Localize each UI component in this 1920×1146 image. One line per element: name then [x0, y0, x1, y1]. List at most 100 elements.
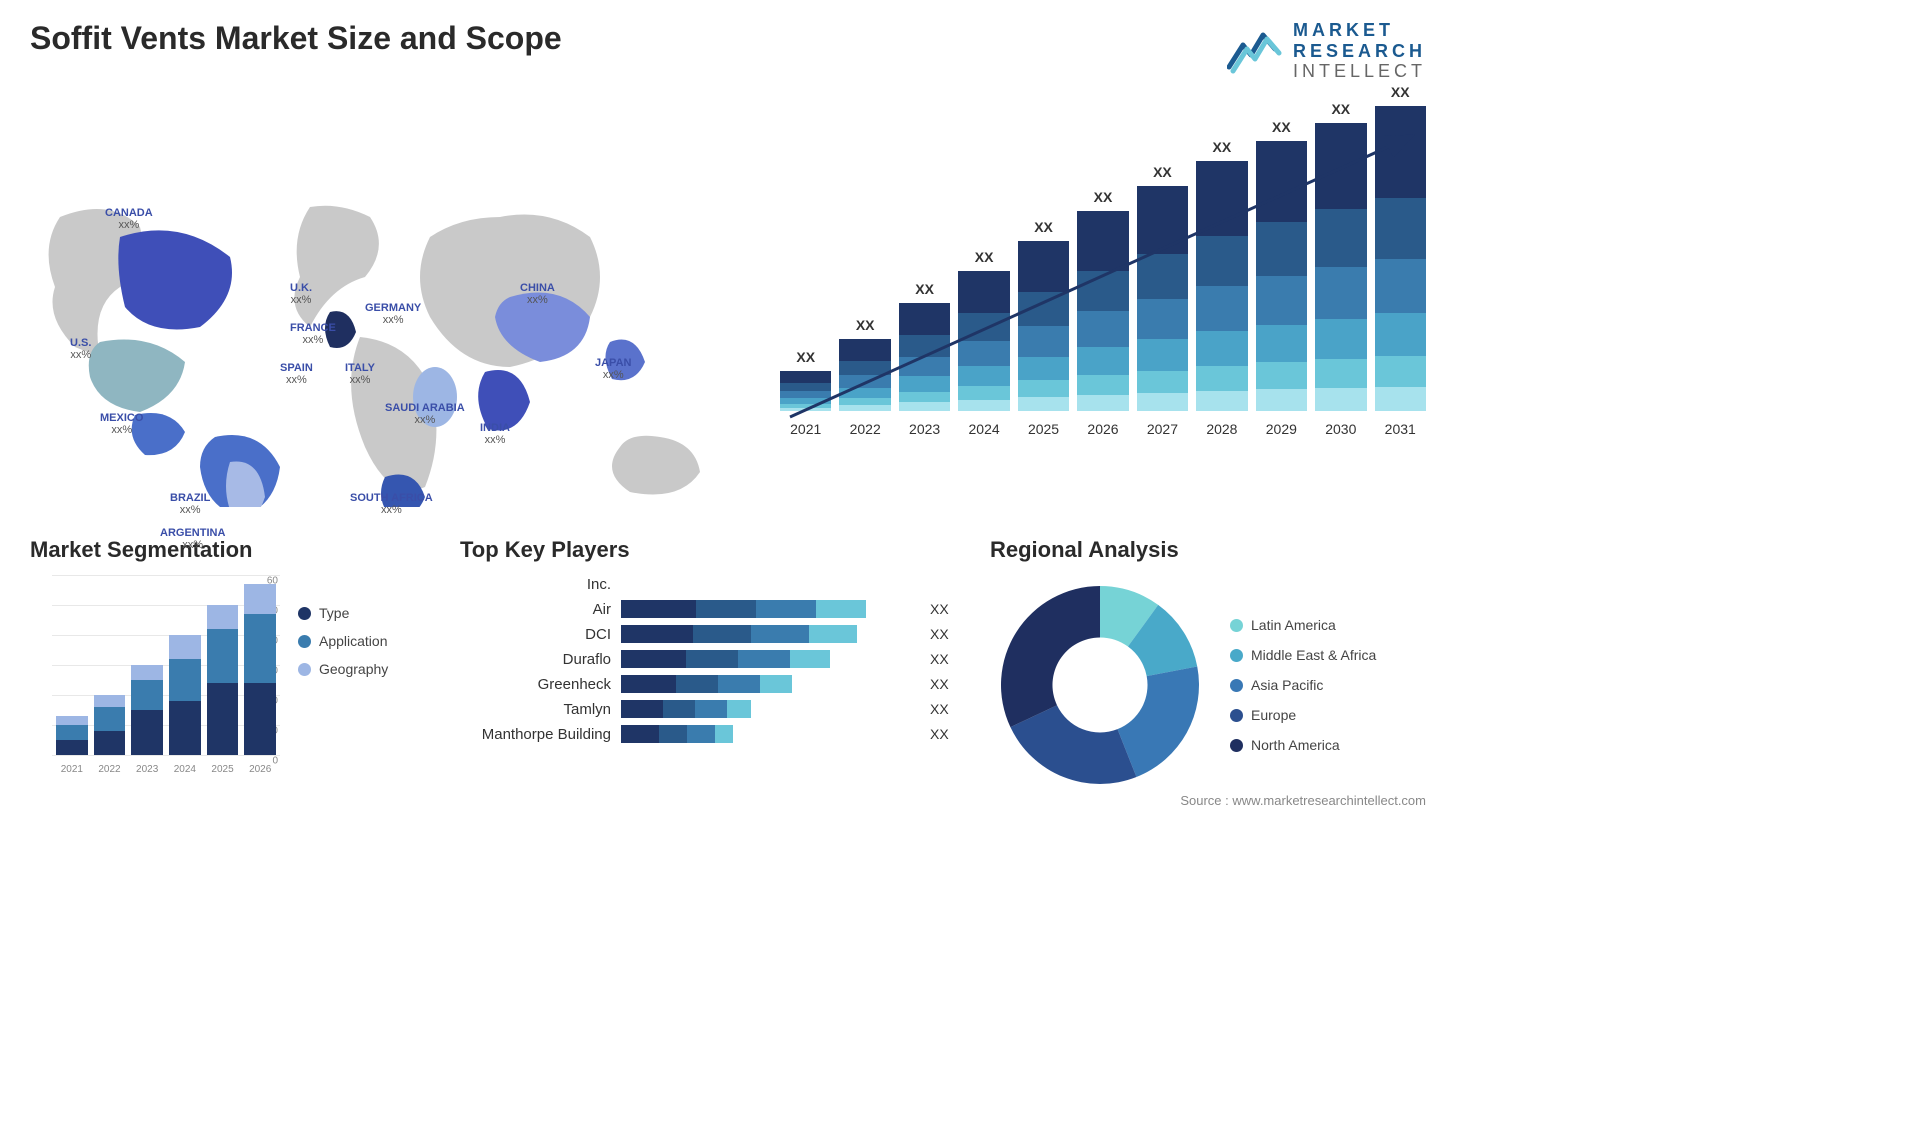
map-label: ARGENTINAxx%: [160, 527, 225, 551]
forecast-bar: XX2030: [1315, 101, 1366, 437]
forecast-bar: XX 2028: [1196, 139, 1247, 437]
players-title: Top Key Players: [460, 537, 960, 563]
legend-item: Middle East & Africa: [1230, 647, 1376, 663]
player-name: DCI: [460, 626, 615, 643]
forecast-value-label: XX: [1213, 139, 1232, 155]
page-title: Soffit Vents Market Size and Scope: [30, 20, 562, 57]
player-value: XX: [930, 701, 960, 717]
x-axis-label: 2022: [94, 764, 126, 775]
forecast-value-label: XX: [1391, 84, 1410, 100]
x-axis-label: 2021: [56, 764, 88, 775]
donut-slice: [1001, 586, 1100, 727]
player-name: Manthorpe Building: [460, 726, 615, 743]
forecast-bar: XX2026: [1077, 189, 1128, 437]
player-name: Air: [460, 601, 615, 618]
player-row: Air XX: [460, 600, 960, 618]
forecast-bar: XX 2025: [1018, 219, 1069, 437]
map-label: SOUTH AFRICAxx%: [350, 492, 433, 516]
player-value: XX: [930, 601, 960, 617]
map-label: BRAZILxx%: [170, 492, 210, 516]
forecast-value-label: XX: [975, 249, 994, 265]
regional-donut-chart: [990, 575, 1210, 795]
forecast-value-label: XX: [1331, 101, 1350, 117]
logo-line1: MARKET: [1293, 20, 1426, 41]
player-value: XX: [930, 651, 960, 667]
map-label: FRANCExx%: [290, 322, 336, 346]
players-panel: Top Key Players Inc. Air XX DCI XX Duraflo XX G…: [460, 537, 960, 795]
player-row: Manthorpe Building XX: [460, 725, 960, 743]
map-label: SPAINxx%: [280, 362, 313, 386]
segmentation-panel: Market Segmentation 01020304050602021202…: [30, 537, 430, 795]
forecast-year-label: 2031: [1385, 421, 1416, 437]
x-axis-label: 2023: [131, 764, 163, 775]
regional-panel: Regional Analysis Latin AmericaMiddle Ea…: [990, 537, 1426, 795]
map-label: CANADAxx%: [105, 207, 153, 231]
forecast-value-label: XX: [796, 349, 815, 365]
map-label: ITALYxx%: [345, 362, 375, 386]
player-name: Inc.: [460, 576, 615, 593]
forecast-year-label: 2027: [1147, 421, 1178, 437]
player-name: Duraflo: [460, 651, 615, 668]
players-chart: Inc.AirXXDCIXXDurafloXXGreenheckXXTamlyn…: [460, 575, 960, 743]
player-row: Tamlyn XX: [460, 700, 960, 718]
regional-legend: Latin AmericaMiddle East & AfricaAsia Pa…: [1230, 617, 1376, 753]
forecast-bar: XX 2024: [958, 249, 1009, 437]
map-label: U.K.xx%: [290, 282, 312, 306]
logo-icon: [1227, 27, 1283, 75]
x-axis-label: 2025: [207, 764, 239, 775]
legend-item: Europe: [1230, 707, 1376, 723]
forecast-value-label: XX: [1153, 164, 1172, 180]
player-value: XX: [930, 626, 960, 642]
forecast-year-label: 2021: [790, 421, 821, 437]
forecast-year-label: 2022: [850, 421, 881, 437]
regional-title: Regional Analysis: [990, 537, 1426, 563]
segmentation-title: Market Segmentation: [30, 537, 430, 563]
forecast-value-label: XX: [915, 281, 934, 297]
segmentation-bar: [244, 584, 276, 755]
player-row: Duraflo XX: [460, 650, 960, 668]
legend-item: Application: [298, 633, 388, 649]
forecast-bar: XX 2031: [1375, 84, 1426, 437]
segmentation-bar: [169, 635, 201, 755]
forecast-year-label: 2025: [1028, 421, 1059, 437]
forecast-value-label: XX: [1034, 219, 1053, 235]
forecast-year-label: 2028: [1206, 421, 1237, 437]
forecast-bar: XX 2022: [839, 317, 890, 437]
legend-item: North America: [1230, 737, 1376, 753]
forecast-bar: XX 2029: [1256, 119, 1307, 437]
legend-item: Geography: [298, 661, 388, 677]
forecast-value-label: XX: [1094, 189, 1113, 205]
segmentation-bar: [56, 716, 88, 755]
x-axis-label: 2026: [244, 764, 276, 775]
player-row: DCI XX: [460, 625, 960, 643]
segmentation-chart: 0102030405060202120222023202420252026: [30, 575, 280, 775]
logo-line2: RESEARCH: [1293, 41, 1426, 62]
player-value: XX: [930, 726, 960, 742]
forecast-value-label: XX: [856, 317, 875, 333]
source-text: Source : www.marketresearchintellect.com: [1180, 793, 1426, 808]
forecast-year-label: 2029: [1266, 421, 1297, 437]
player-row: GreenheckXX: [460, 675, 960, 693]
map-label: GERMANYxx%: [365, 302, 421, 326]
player-name: Tamlyn: [460, 701, 615, 718]
forecast-value-label: XX: [1272, 119, 1291, 135]
legend-item: Type: [298, 605, 388, 621]
x-axis-label: 2024: [169, 764, 201, 775]
forecast-chart-panel: XX2021XX2022XX2023XX2024XX2025XX2026XX20…: [770, 107, 1426, 507]
map-label: U.S.xx%: [70, 337, 91, 361]
legend-item: Asia Pacific: [1230, 677, 1376, 693]
brand-logo: MARKET RESEARCH INTELLECT: [1227, 20, 1426, 82]
forecast-year-label: 2023: [909, 421, 940, 437]
forecast-year-label: 2024: [969, 421, 1000, 437]
map-label: MEXICOxx%: [100, 412, 143, 436]
segmentation-bar: [94, 695, 126, 755]
map-label: SAUDI ARABIAxx%: [385, 402, 465, 426]
segmentation-bar: [207, 605, 239, 755]
player-name: Greenheck: [460, 676, 615, 693]
logo-line3: INTELLECT: [1293, 61, 1426, 82]
world-map-panel: CANADAxx%U.S.xx%MEXICOxx%BRAZILxx%ARGENT…: [30, 107, 730, 507]
map-label: CHINAxx%: [520, 282, 555, 306]
forecast-bar: XX 2027: [1137, 164, 1188, 437]
map-label: INDIAxx%: [480, 422, 510, 446]
forecast-bar: XX 2023: [899, 281, 950, 437]
